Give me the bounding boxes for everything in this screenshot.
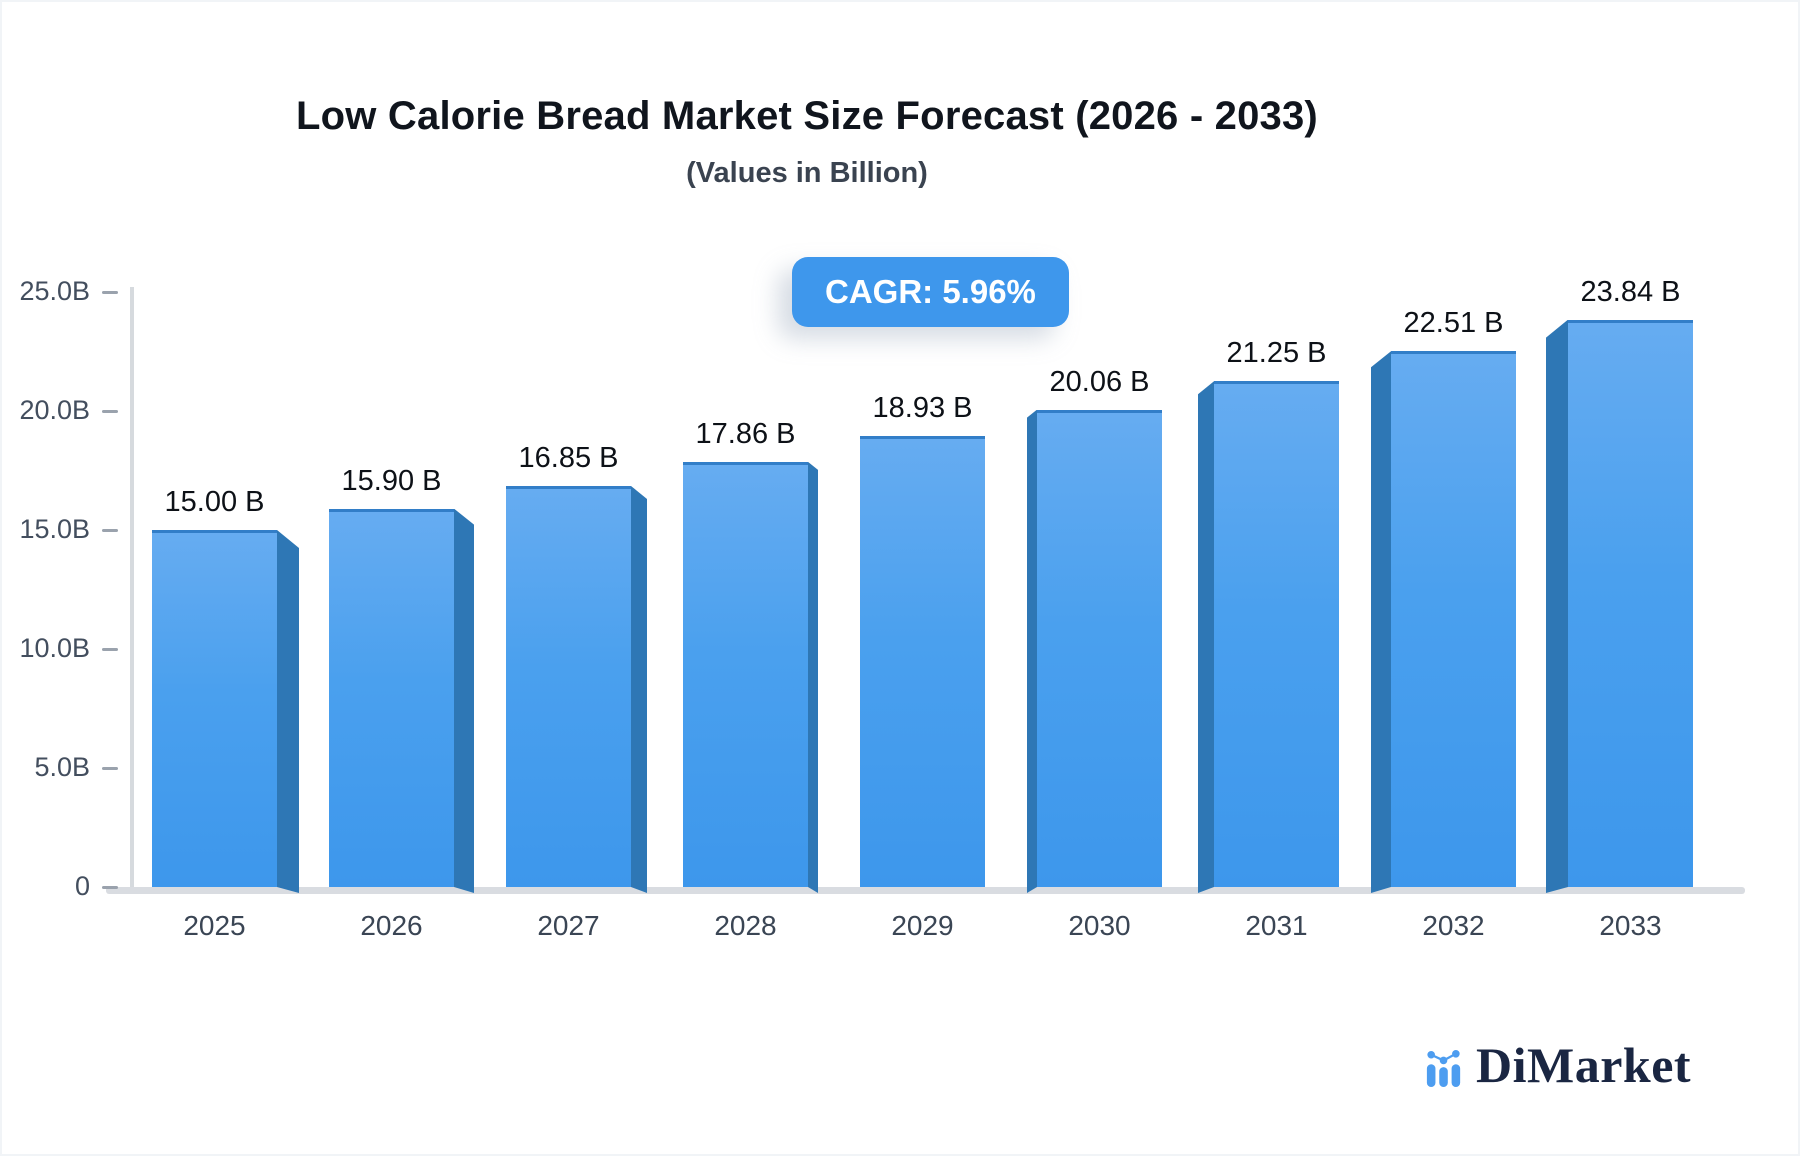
bar — [152, 530, 277, 887]
cagr-badge: CAGR: 5.96% — [792, 257, 1069, 327]
bar-value-label: 22.51 B — [1403, 307, 1504, 340]
y-axis-label: 25.0B — [19, 276, 90, 306]
bar — [506, 485, 631, 887]
x-axis-baseline — [106, 887, 1745, 894]
bar-side — [1546, 320, 1568, 893]
bar-side — [1198, 381, 1214, 893]
bar-side — [454, 509, 474, 893]
y-axis-label: 20.0B — [19, 395, 90, 425]
x-axis-label: 2031 — [1245, 910, 1308, 941]
bar-value-label: 16.85 B — [518, 441, 619, 474]
brand-name: DiMarket — [1476, 1037, 1692, 1093]
y-axis-tick — [102, 647, 118, 651]
bar — [860, 436, 985, 887]
x-axis-label: 2030 — [1068, 910, 1131, 941]
y-axis-label: 5.0B — [34, 752, 90, 782]
x-axis-label: 2029 — [891, 910, 954, 941]
bar-side — [1027, 410, 1037, 893]
brand-logo: DiMarket — [1425, 1037, 1692, 1093]
bar — [1037, 409, 1162, 887]
bar — [683, 461, 808, 887]
bar-side — [631, 486, 647, 893]
dimarket-logo-icon — [1426, 1050, 1461, 1088]
bar-value-label: 17.86 B — [695, 417, 796, 450]
bar-value-label: 18.93 B — [872, 392, 973, 425]
bar-value-label: 15.90 B — [341, 464, 442, 497]
y-axis-tick — [102, 766, 118, 770]
bar — [329, 508, 454, 887]
x-axis-label: 2026 — [360, 910, 423, 941]
bar-value-label: 15.00 B — [164, 486, 265, 518]
y-axis-tick — [102, 528, 118, 532]
x-axis-label: 2032 — [1422, 910, 1485, 941]
bar-value-label: 20.06 B — [1049, 365, 1150, 398]
chart-subtitle: (Values in Billion) — [686, 157, 928, 189]
x-axis-label: 2025 — [183, 910, 246, 941]
y-axis-label: 0 — [74, 871, 90, 901]
bar — [1214, 381, 1339, 887]
bar-side — [1371, 351, 1391, 893]
y-axis-tick — [102, 885, 118, 889]
bar — [1568, 319, 1693, 887]
bar-value-label: 23.84 B — [1580, 275, 1681, 308]
bar-side — [277, 530, 299, 893]
x-axis-label: 2033 — [1599, 910, 1662, 941]
bar-value-label: 21.25 B — [1226, 337, 1327, 370]
y-axis-label: 10.0B — [19, 633, 90, 663]
y-axis-label: 15.0B — [19, 514, 90, 544]
bar — [1391, 351, 1516, 887]
chart-header: Low Calorie Bread Market Size Forecast (… — [2, 94, 1612, 190]
y-axis-tick — [102, 409, 118, 413]
x-axis-label: 2028 — [714, 910, 777, 941]
x-axis-label: 2027 — [537, 910, 600, 941]
y-axis-tick — [102, 290, 118, 294]
chart-title: Low Calorie Bread Market Size Forecast (… — [296, 94, 1318, 138]
y-axis-line — [130, 287, 134, 894]
bar-side — [808, 462, 818, 893]
